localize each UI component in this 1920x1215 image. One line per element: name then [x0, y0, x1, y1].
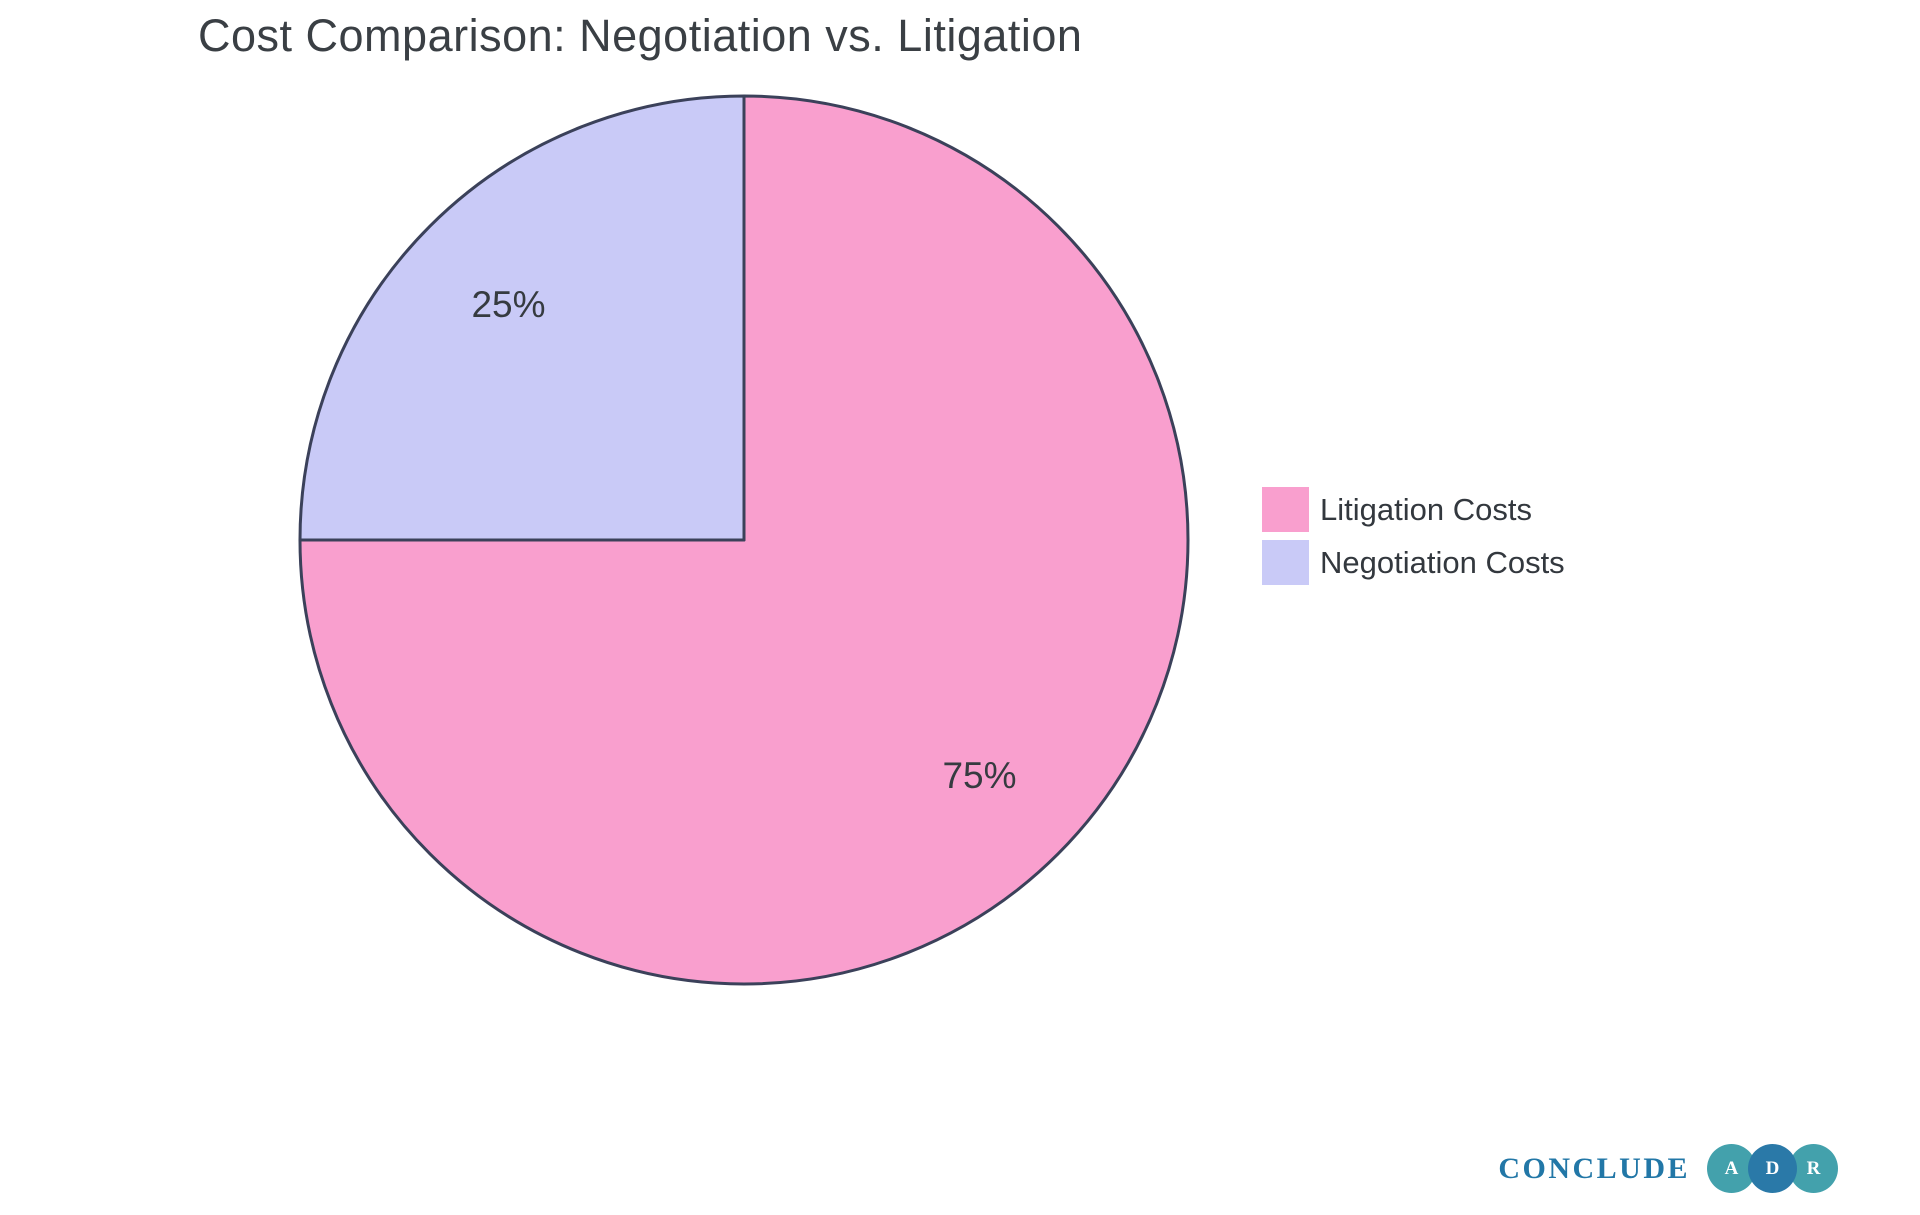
pie-slices-group: 75% 25%	[298, 94, 1190, 986]
legend-label-negotiation-costs: Negotiation Costs	[1320, 544, 1565, 580]
branding-logo: CONCLUDE A D R	[1498, 1144, 1838, 1193]
brand-badge-d: D	[1748, 1144, 1797, 1193]
brand-wordmark: CONCLUDE	[1498, 1151, 1690, 1185]
legend-label-litigation-costs: Litigation Costs	[1320, 491, 1532, 527]
legend-item-negotiation-costs[interactable]: Negotiation Costs	[1262, 540, 1565, 585]
pie-slice-negotiation-costs[interactable]	[298, 94, 746, 542]
brand-badges: A D R	[1707, 1144, 1838, 1193]
legend-swatch-litigation-costs	[1262, 487, 1309, 532]
chart-title: Cost Comparison: Negotiation vs. Litigat…	[198, 10, 1083, 61]
legend-item-litigation-costs[interactable]: Litigation Costs	[1262, 487, 1565, 532]
pie-percent-label-litigation-costs: 75%	[942, 755, 1016, 796]
brand-badge-a: A	[1707, 1144, 1756, 1193]
legend-swatch-negotiation-costs	[1262, 540, 1309, 585]
brand-badge-r: R	[1789, 1144, 1838, 1193]
pie-percent-label-negotiation-costs: 25%	[471, 284, 545, 325]
legend: Litigation Costs Negotiation Costs	[1262, 487, 1565, 585]
